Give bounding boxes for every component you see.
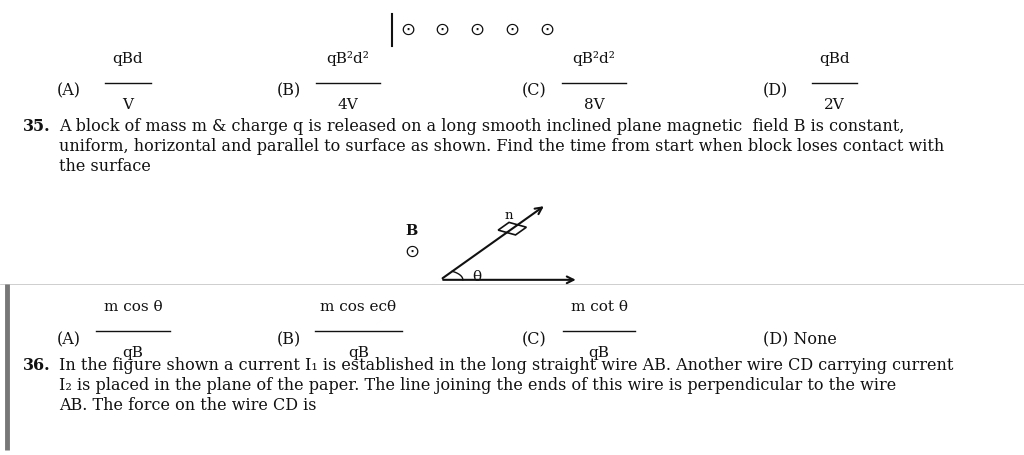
Text: V: V — [123, 98, 133, 112]
Text: uniform, horizontal and parallel to surface as shown. Find the time from start w: uniform, horizontal and parallel to surf… — [59, 138, 945, 155]
Text: (A): (A) — [56, 82, 80, 100]
Text: A block of mass m & charge q is released on a long smooth inclined plane magneti: A block of mass m & charge q is released… — [59, 118, 905, 135]
Text: qB²d²: qB²d² — [327, 51, 370, 66]
Text: qBd: qBd — [819, 52, 850, 66]
Text: (C): (C) — [522, 82, 547, 100]
Text: 8V: 8V — [584, 98, 604, 112]
Text: qB: qB — [589, 346, 609, 360]
Text: (A): (A) — [56, 331, 80, 348]
Text: (C): (C) — [522, 331, 547, 348]
Text: 36.: 36. — [23, 357, 50, 374]
Text: (D): (D) — [763, 82, 788, 100]
Text: (B): (B) — [276, 331, 301, 348]
Text: 4V: 4V — [338, 98, 358, 112]
Text: n: n — [504, 209, 513, 222]
Text: (B): (B) — [276, 82, 301, 100]
Text: qB: qB — [123, 346, 143, 360]
Text: AB. The force on the wire CD is: AB. The force on the wire CD is — [59, 397, 316, 415]
Text: 35.: 35. — [23, 118, 50, 135]
Text: m cos ecθ: m cos ecθ — [321, 300, 396, 314]
Text: m cot θ: m cot θ — [570, 300, 628, 314]
Text: B: B — [406, 224, 418, 238]
Text: ⊙: ⊙ — [470, 20, 484, 39]
Text: 2V: 2V — [824, 98, 845, 112]
Text: qB: qB — [348, 346, 369, 360]
Text: ⊙: ⊙ — [435, 20, 450, 39]
Text: θ: θ — [473, 270, 481, 284]
Text: the surface: the surface — [59, 158, 152, 175]
Text: ⊙: ⊙ — [540, 20, 554, 39]
Text: qBd: qBd — [113, 52, 143, 66]
Text: ⊙: ⊙ — [505, 20, 519, 39]
Text: In the figure shown a current I₁ is established in the long straight wire AB. An: In the figure shown a current I₁ is esta… — [59, 357, 953, 374]
Text: ⊙: ⊙ — [404, 243, 419, 261]
Text: qB²d²: qB²d² — [572, 51, 615, 66]
Text: ⊙: ⊙ — [400, 20, 415, 39]
Text: I₂ is placed in the plane of the paper. The line joining the ends of this wire i: I₂ is placed in the plane of the paper. … — [59, 377, 897, 394]
Text: m cos θ: m cos θ — [103, 300, 163, 314]
Text: (D) None: (D) None — [763, 331, 837, 348]
